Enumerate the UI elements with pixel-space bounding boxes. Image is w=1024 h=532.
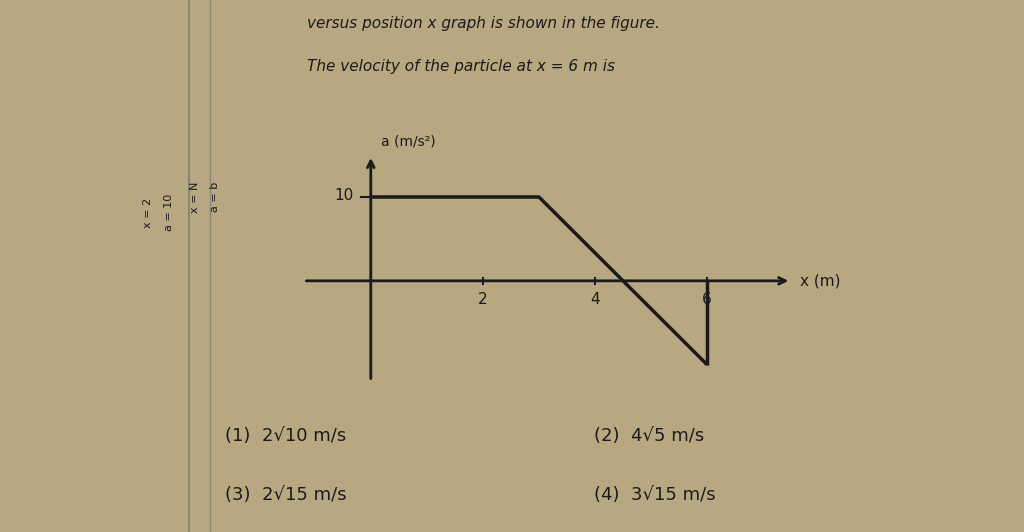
Text: (1)  2√10 m/s: (1) 2√10 m/s	[225, 427, 346, 445]
Text: x = N: x = N	[189, 181, 200, 212]
Text: x (m): x (m)	[800, 273, 840, 288]
Text: a (m/s²): a (m/s²)	[381, 135, 435, 148]
Text: 10: 10	[335, 188, 354, 203]
Text: 4: 4	[590, 292, 600, 307]
Text: a = b: a = b	[210, 182, 220, 212]
Text: 2: 2	[478, 292, 487, 307]
Text: The velocity of the particle at x = 6 m is: The velocity of the particle at x = 6 m …	[307, 59, 615, 73]
Text: versus position x graph is shown in the figure.: versus position x graph is shown in the …	[307, 16, 660, 31]
Text: (2)  4√5 m/s: (2) 4√5 m/s	[594, 427, 705, 445]
Text: (4)  3√15 m/s: (4) 3√15 m/s	[594, 486, 716, 504]
Text: a = 10: a = 10	[164, 194, 174, 231]
Text: (3)  2√15 m/s: (3) 2√15 m/s	[225, 486, 347, 504]
Text: x = 2: x = 2	[143, 198, 154, 228]
Text: 6: 6	[702, 292, 712, 307]
